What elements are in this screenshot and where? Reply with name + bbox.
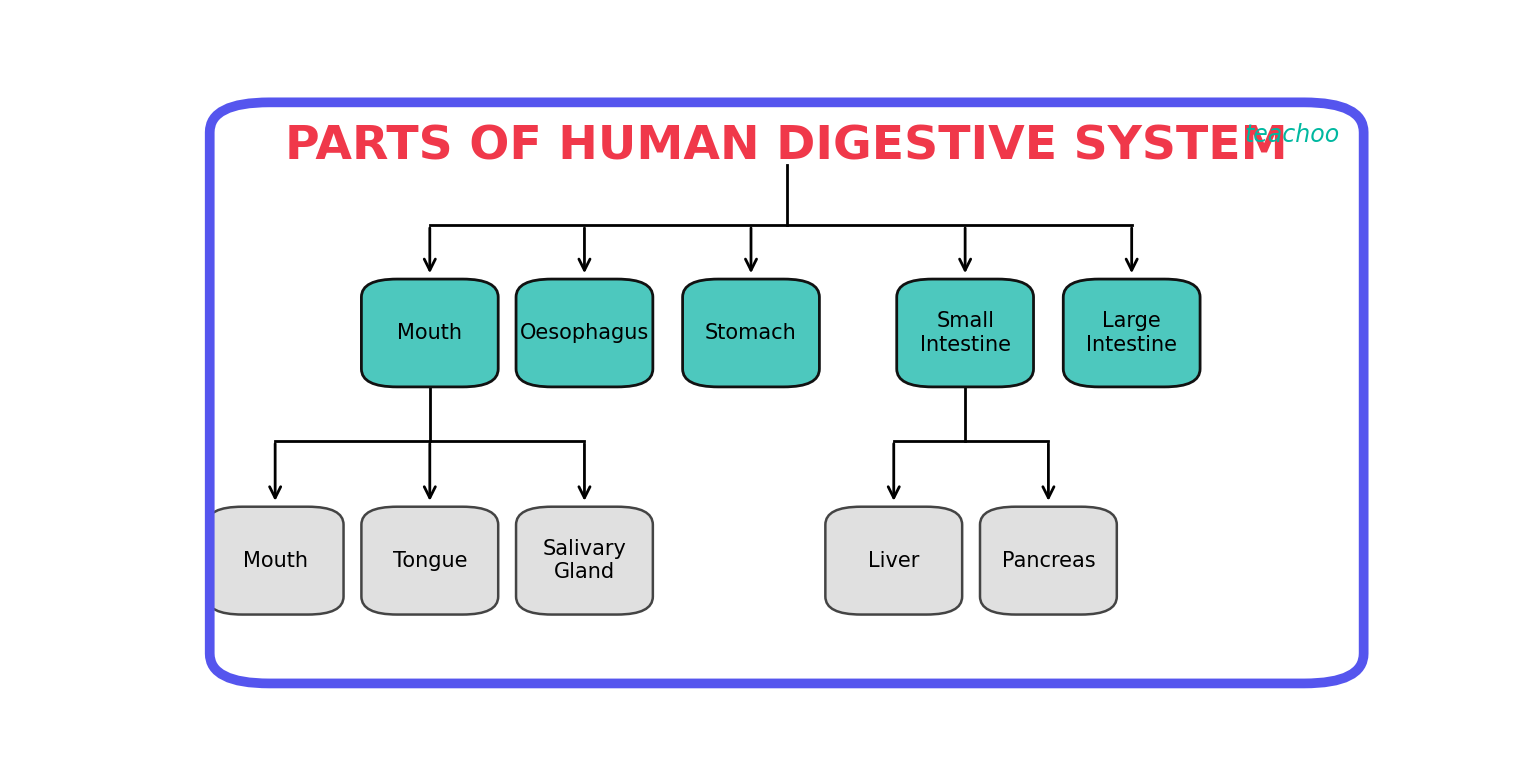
Text: teachoo: teachoo: [1245, 124, 1340, 147]
FancyBboxPatch shape: [896, 279, 1033, 387]
Text: Tongue: Tongue: [393, 551, 467, 570]
Text: Small
Intestine: Small Intestine: [919, 311, 1010, 355]
Text: Stomach: Stomach: [705, 323, 797, 343]
FancyBboxPatch shape: [361, 279, 499, 387]
Text: PARTS OF HUMAN DIGESTIVE SYSTEM: PARTS OF HUMAN DIGESTIVE SYSTEM: [286, 124, 1288, 170]
FancyBboxPatch shape: [683, 279, 820, 387]
Text: Salivary
Gland: Salivary Gland: [542, 539, 626, 582]
Text: Mouth: Mouth: [398, 323, 462, 343]
Text: Large
Intestine: Large Intestine: [1087, 311, 1177, 355]
FancyBboxPatch shape: [516, 506, 652, 615]
FancyBboxPatch shape: [207, 506, 344, 615]
Text: Oesophagus: Oesophagus: [520, 323, 649, 343]
FancyBboxPatch shape: [826, 506, 962, 615]
FancyBboxPatch shape: [516, 279, 652, 387]
FancyBboxPatch shape: [1064, 279, 1200, 387]
Text: Mouth: Mouth: [243, 551, 307, 570]
FancyBboxPatch shape: [361, 506, 499, 615]
Text: Pancreas: Pancreas: [1002, 551, 1094, 570]
FancyBboxPatch shape: [979, 506, 1117, 615]
Text: Liver: Liver: [869, 551, 919, 570]
